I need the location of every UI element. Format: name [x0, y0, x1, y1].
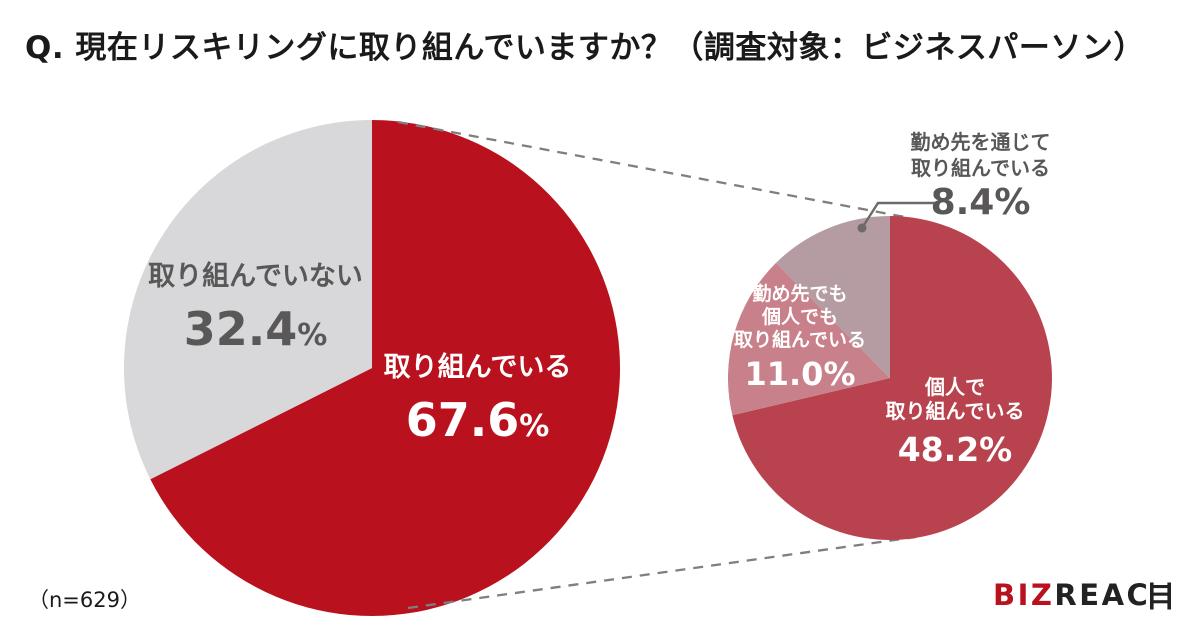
page-title: Q. 現在リスキリングに取り組んでいますか？（調査対象：ビジネスパーソン） [25, 30, 1145, 66]
sample-size-note: （n=629） [28, 588, 141, 612]
logo-text-biz: BIZ [993, 578, 1055, 612]
slice-through-employer [775, 216, 890, 378]
pie-overall [124, 120, 621, 616]
leader-line-employer-slice [857, 201, 938, 233]
slice-name: 取り組んでいる [383, 352, 572, 383]
slice-name: 個人で 取り組んでいる [885, 375, 1025, 424]
bizreach-logo: BIZ REAC [993, 578, 1172, 612]
slice-value: 48.2% [897, 429, 1013, 469]
slice-value: 32.4% [183, 302, 328, 357]
label-through-employer: 勤め先を通じて 取り組んでいる 8.4% [898, 130, 1063, 221]
slice-value: 8.4% [930, 182, 1031, 224]
slice-value: 67.6% [405, 393, 550, 448]
slice-not-engaged [124, 120, 372, 480]
label-engaged: 取り組んでいる 67.6% [375, 352, 580, 443]
ladder-h-icon [1150, 582, 1172, 609]
leader-line [860, 201, 938, 229]
slice-both-employer-and-individual [727, 262, 890, 416]
slice-name: 勤め先でも 個人でも 取り組んでいる [733, 283, 867, 351]
label-not-engaged: 取り組んでいない 32.4% [133, 261, 378, 352]
slice-value: 11.0% [744, 355, 856, 394]
magnify-connector-lines [397, 120, 917, 610]
logo-text-reach: REAC [1054, 578, 1151, 612]
percent-sign: % [519, 409, 550, 445]
slice-engaged [150, 120, 621, 616]
connector-line-bottom [407, 535, 917, 610]
label-both-employer-and-individual: 勤め先でも 個人でも 取り組んでいる 11.0% [722, 283, 878, 390]
pie-breakdown [727, 216, 1052, 541]
slice-name: 取り組んでいない [148, 261, 363, 292]
slice-individual [732, 216, 1052, 541]
label-individual: 個人で 取り組んでいる 48.2% [862, 375, 1048, 466]
slice-name: 勤め先を通じて 取り組んでいる [910, 130, 1051, 180]
leader-dot [857, 223, 867, 233]
connector-line-top [397, 120, 906, 219]
percent-sign: % [297, 318, 328, 354]
